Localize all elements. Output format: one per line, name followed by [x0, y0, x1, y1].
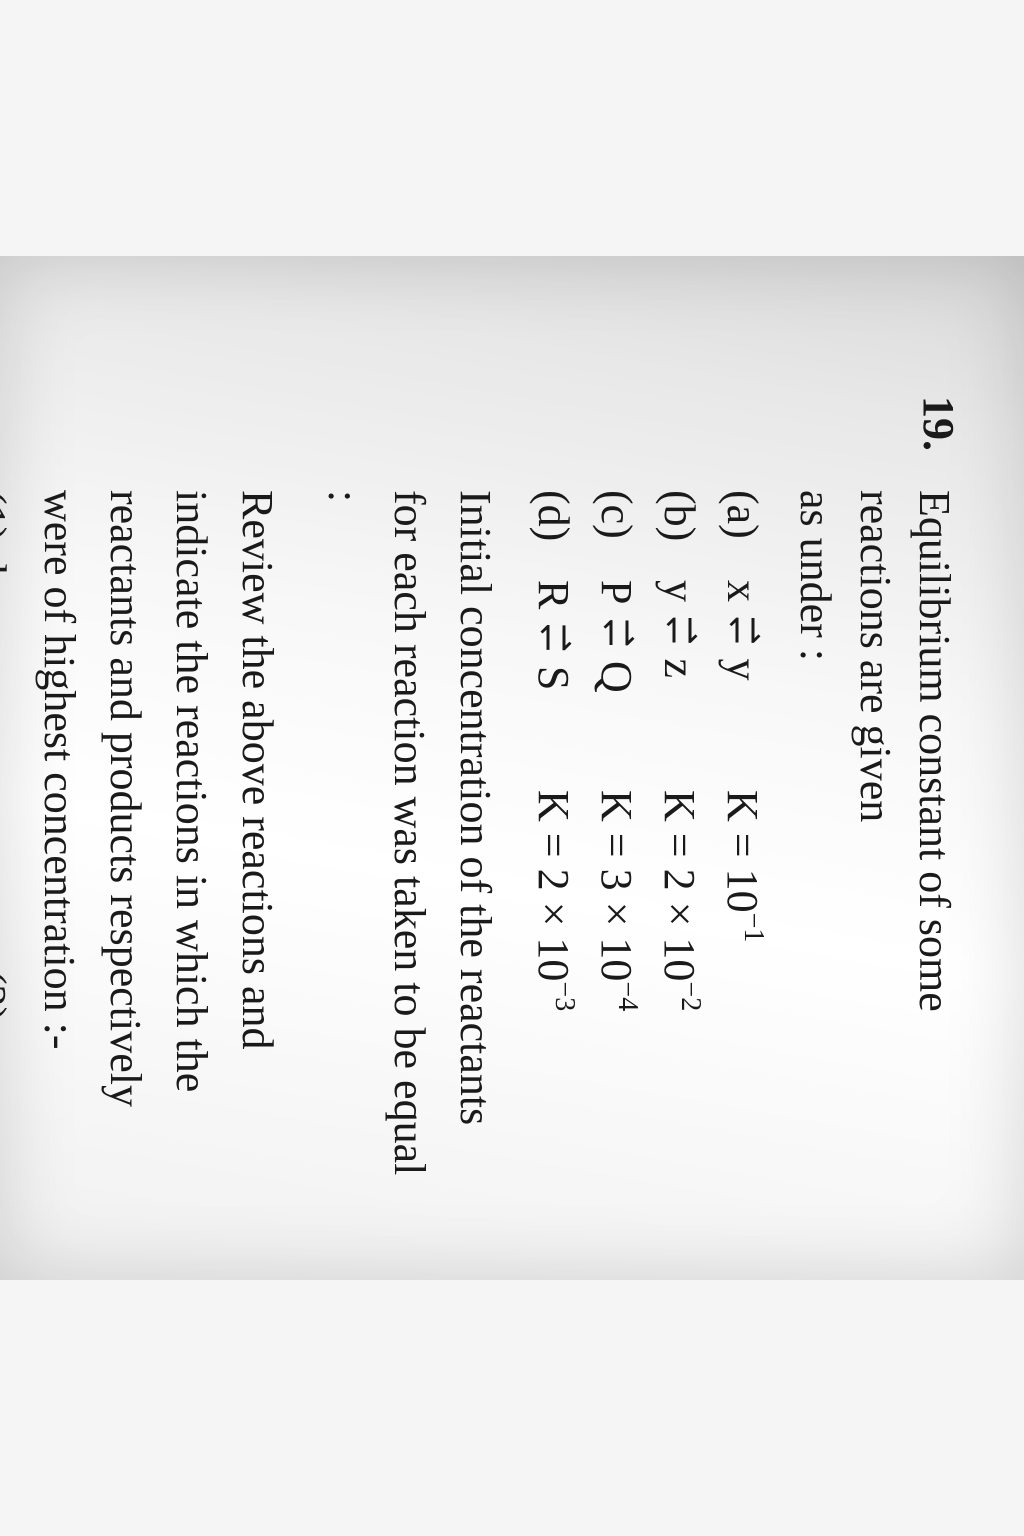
question-content: 19. Equilibrium constant of some reactio…: [0, 256, 1024, 1280]
reaction-rhs: S: [528, 666, 579, 690]
stem-line-2: as under :: [791, 490, 840, 661]
answers-row-1: (1) d, c (2) c, a: [0, 490, 16, 1180]
question-stem: Equilibrium constant of some reactions a…: [786, 490, 964, 1180]
equilibrium-arrow-icon: ⇀ ↽: [540, 617, 571, 658]
reaction-a: (a) x ⇀ ↽ y K = 10−1: [717, 490, 768, 1180]
reaction-k: K = 2 × 10−3: [528, 790, 579, 1011]
reaction-rhs: y: [717, 659, 768, 681]
reaction-lhs: P: [591, 580, 642, 604]
equilibrium-arrow-icon: ⇀ ↽: [666, 610, 697, 651]
reaction-c: (c) P ⇀ ↽ Q K = 3 × 10−4: [591, 490, 642, 1180]
reaction-equation: y ⇀ ↽ z: [654, 580, 705, 790]
reaction-d: (d) R ⇀ ↽ S K = 2 × 10−3: [528, 490, 579, 1180]
reaction-label: (a): [717, 490, 768, 580]
reaction-rhs: Q: [591, 661, 642, 693]
question-header: 19. Equilibrium constant of some reactio…: [786, 396, 964, 1180]
reaction-rhs: z: [654, 659, 705, 679]
answer-option-2: (2) c, a: [0, 970, 16, 1170]
reaction-equation: P ⇀ ↽ Q: [591, 580, 642, 790]
question-number: 19.: [913, 396, 964, 466]
reaction-lhs: x: [717, 580, 768, 602]
reaction-k: K = 10−1: [717, 790, 768, 942]
reaction-label: (c): [591, 490, 642, 580]
question-body-2: Review the above reactions and indicate …: [26, 490, 290, 1180]
reaction-k: K = 2 × 10−2: [654, 790, 705, 1011]
reaction-lhs: y: [654, 580, 705, 602]
equilibrium-arrow-icon: ⇀ ↽: [729, 610, 760, 651]
reaction-label: (b): [654, 490, 705, 580]
reaction-equation: x ⇀ ↽ y: [717, 580, 768, 790]
reaction-label: (d): [528, 490, 579, 580]
answer-option-1: (1) d, c: [0, 490, 16, 690]
page-container: 19. Equilibrium constant of some reactio…: [0, 256, 1024, 1280]
reaction-equation: R ⇀ ↽ S: [528, 580, 579, 790]
reaction-b: (b) y ⇀ ↽ z K = 2 × 10−2: [654, 490, 705, 1180]
reaction-k: K = 3 × 10−4: [591, 790, 642, 1011]
stem-line-1: Equilibrium constant of some reactions a…: [851, 490, 959, 1012]
reaction-lhs: R: [528, 580, 579, 609]
question-body-1: Initial concentration of the reactants f…: [310, 490, 508, 1180]
reactions-block: (a) x ⇀ ↽ y K = 10−1 (b) y: [0, 490, 768, 1180]
equilibrium-arrow-icon: ⇀ ↽: [603, 612, 634, 653]
